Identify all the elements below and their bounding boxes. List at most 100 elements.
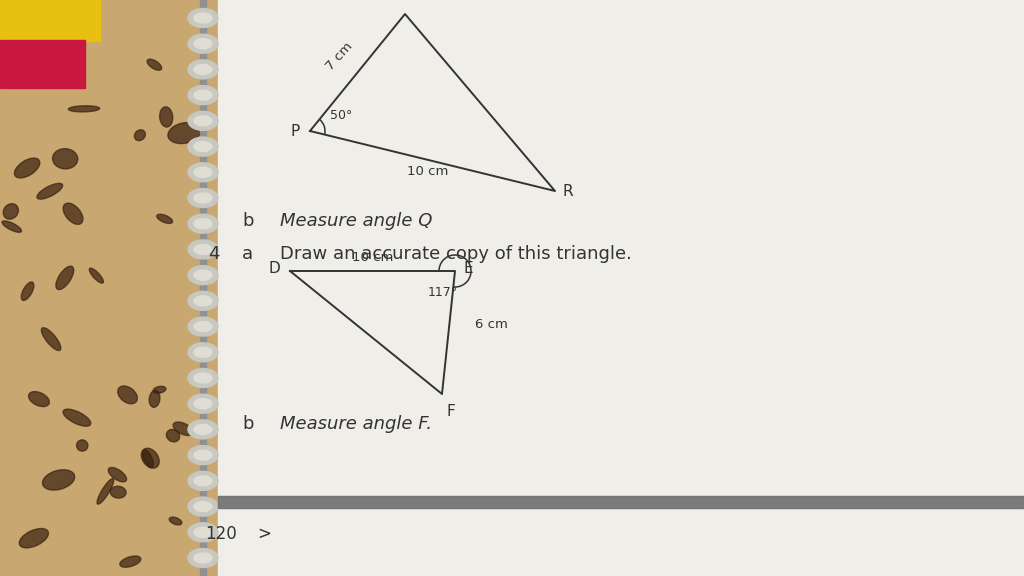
Bar — [0, 0, 100, 41]
Ellipse shape — [194, 167, 212, 177]
Ellipse shape — [188, 446, 218, 465]
Ellipse shape — [89, 268, 103, 283]
Ellipse shape — [194, 116, 212, 126]
Text: F: F — [447, 404, 456, 419]
Text: D: D — [268, 260, 280, 275]
Ellipse shape — [188, 9, 218, 28]
Bar — [218, 496, 1024, 508]
Text: R: R — [563, 184, 573, 199]
Ellipse shape — [194, 296, 212, 306]
Text: 6 cm: 6 cm — [475, 317, 508, 331]
Ellipse shape — [120, 556, 141, 567]
Ellipse shape — [194, 502, 212, 511]
Ellipse shape — [62, 23, 86, 45]
Text: 10 cm: 10 cm — [352, 251, 393, 264]
Ellipse shape — [69, 106, 99, 112]
Ellipse shape — [194, 142, 212, 151]
Ellipse shape — [142, 450, 154, 468]
Ellipse shape — [134, 130, 145, 141]
Ellipse shape — [194, 399, 212, 409]
Text: P: P — [291, 123, 300, 138]
Ellipse shape — [19, 529, 48, 548]
Text: 4: 4 — [208, 245, 219, 263]
Ellipse shape — [194, 425, 212, 434]
Ellipse shape — [169, 517, 182, 525]
Ellipse shape — [188, 34, 218, 53]
Ellipse shape — [188, 523, 218, 542]
Bar — [0, 0, 218, 576]
Ellipse shape — [188, 420, 218, 439]
Ellipse shape — [188, 60, 218, 79]
Ellipse shape — [97, 479, 114, 504]
Ellipse shape — [194, 13, 212, 23]
Ellipse shape — [188, 163, 218, 182]
Ellipse shape — [160, 107, 173, 127]
Ellipse shape — [188, 497, 218, 516]
Ellipse shape — [188, 548, 218, 567]
Ellipse shape — [111, 486, 126, 498]
Text: b: b — [242, 212, 254, 230]
Text: Measure angle Q: Measure angle Q — [280, 212, 432, 230]
Ellipse shape — [194, 65, 212, 74]
Text: 50°: 50° — [330, 109, 352, 122]
Text: a: a — [242, 245, 253, 263]
Bar — [218, 496, 1024, 508]
Ellipse shape — [157, 214, 173, 223]
Ellipse shape — [194, 193, 212, 203]
Text: Measure angle F.: Measure angle F. — [280, 415, 432, 433]
Ellipse shape — [194, 347, 212, 357]
Ellipse shape — [166, 430, 179, 442]
Ellipse shape — [37, 183, 62, 199]
Text: 120: 120 — [205, 525, 237, 543]
Ellipse shape — [194, 219, 212, 229]
Ellipse shape — [188, 471, 218, 490]
Ellipse shape — [109, 468, 127, 482]
Ellipse shape — [194, 476, 212, 486]
Ellipse shape — [118, 386, 137, 404]
Bar — [0, 40, 85, 88]
Text: 117°: 117° — [428, 286, 458, 299]
Ellipse shape — [56, 266, 74, 290]
Ellipse shape — [188, 240, 218, 259]
Ellipse shape — [194, 450, 212, 460]
Text: 10 cm: 10 cm — [407, 165, 449, 178]
Bar — [200, 0, 206, 576]
Text: Draw an accurate copy of this triangle.: Draw an accurate copy of this triangle. — [280, 245, 632, 263]
Ellipse shape — [173, 422, 193, 435]
Ellipse shape — [188, 86, 218, 105]
Ellipse shape — [3, 204, 18, 219]
Text: >: > — [257, 525, 271, 543]
Ellipse shape — [188, 394, 218, 413]
Ellipse shape — [42, 470, 75, 490]
Ellipse shape — [63, 203, 83, 225]
Ellipse shape — [194, 39, 212, 49]
Ellipse shape — [52, 149, 78, 169]
Ellipse shape — [188, 111, 218, 130]
Ellipse shape — [154, 386, 166, 393]
Ellipse shape — [150, 391, 160, 407]
Text: 7 cm: 7 cm — [324, 40, 355, 74]
Ellipse shape — [141, 448, 159, 468]
Ellipse shape — [194, 373, 212, 383]
Ellipse shape — [188, 137, 218, 156]
Ellipse shape — [29, 392, 49, 407]
Ellipse shape — [63, 409, 91, 426]
Ellipse shape — [188, 214, 218, 233]
Ellipse shape — [0, 13, 22, 33]
Ellipse shape — [188, 343, 218, 362]
Ellipse shape — [194, 244, 212, 255]
Ellipse shape — [188, 369, 218, 388]
Ellipse shape — [14, 158, 40, 178]
Ellipse shape — [77, 440, 88, 451]
Ellipse shape — [194, 90, 212, 100]
Ellipse shape — [41, 328, 60, 351]
Ellipse shape — [188, 291, 218, 310]
Ellipse shape — [188, 317, 218, 336]
Text: b: b — [242, 415, 254, 433]
Ellipse shape — [194, 270, 212, 280]
Bar — [218, 0, 1024, 576]
Ellipse shape — [194, 553, 212, 563]
Ellipse shape — [168, 123, 201, 143]
Ellipse shape — [188, 188, 218, 207]
Ellipse shape — [188, 266, 218, 285]
